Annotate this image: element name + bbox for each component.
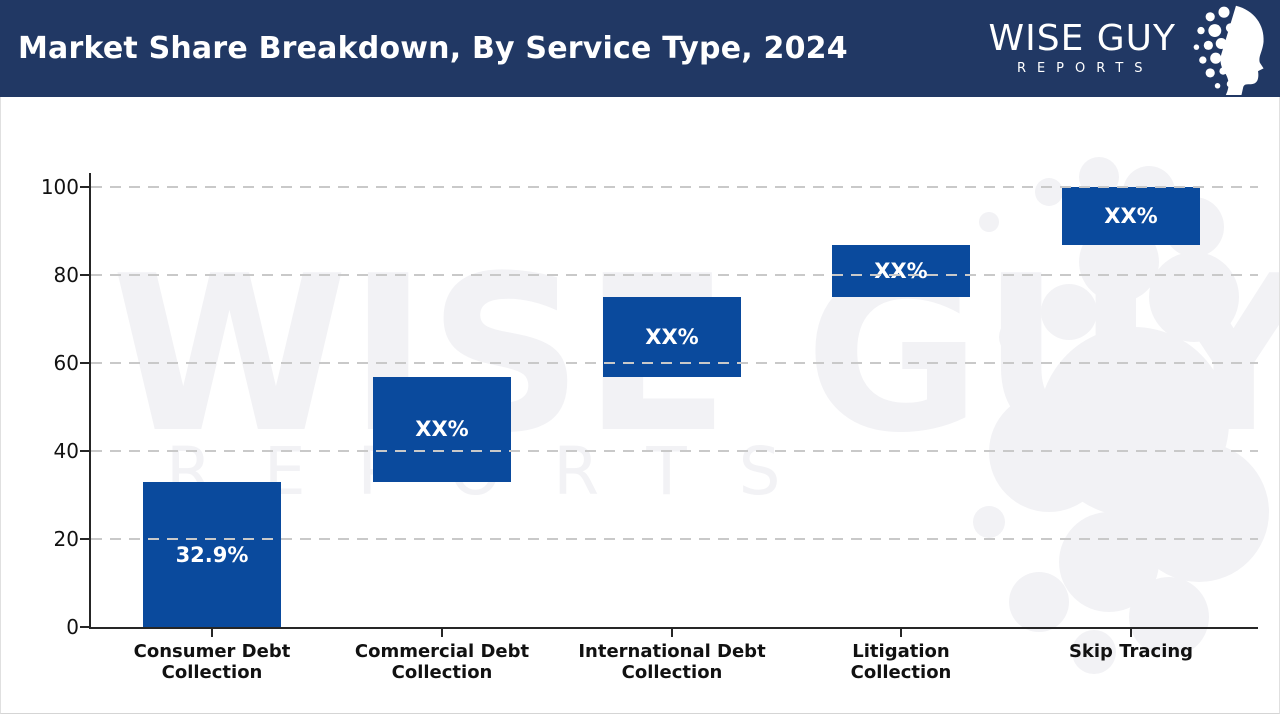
chart-title: Market Share Breakdown, By Service Type,… — [18, 31, 848, 66]
y-axis-tick-label: 0 — [66, 615, 79, 639]
bar-value-label: XX% — [1104, 204, 1158, 229]
x-axis-label-skip-tracing: Skip Tracing — [1068, 641, 1194, 662]
bar-value-label: XX% — [645, 324, 699, 349]
gridline-40 — [91, 450, 1258, 452]
y-axis-tick-label: 60 — [53, 351, 79, 375]
x-axis-tick — [671, 627, 673, 637]
x-axis-label-commercial-debt-collection: Commercial Debt Collection — [354, 641, 530, 683]
y-axis-tick — [80, 274, 89, 276]
header: Market Share Breakdown, By Service Type,… — [0, 0, 1280, 97]
x-axis-label-international-debt-collection: International Debt Collection — [578, 641, 766, 683]
y-axis-tick-label: 40 — [53, 439, 79, 463]
bar-commercial-debt-collection: XX% — [373, 376, 511, 483]
logo-subtitle-text: REPORTS — [1016, 61, 1154, 76]
x-axis-label-consumer-debt-collection: Consumer Debt Collection — [133, 641, 291, 683]
gridline-60 — [91, 362, 1258, 364]
bar-value-label: XX% — [874, 259, 928, 284]
gridline-80 — [91, 274, 1258, 276]
chart-area: WISE GUY REPORTS 02040608010032.9%Consum… — [0, 97, 1280, 714]
y-axis-tick-label: 80 — [53, 263, 79, 287]
y-axis-tick — [80, 186, 89, 188]
y-axis-tick — [80, 450, 89, 452]
bar-consumer-debt-collection: 32.9% — [143, 482, 281, 627]
logo-brand-text: WISE GUY — [988, 18, 1176, 59]
y-axis-tick — [80, 626, 89, 628]
x-axis-tick — [211, 627, 213, 637]
bar-value-label: XX% — [415, 417, 469, 442]
gridline-20 — [91, 538, 1258, 540]
y-axis-tick-label: 20 — [53, 527, 79, 551]
x-axis-label-litigation-collection: Litigation Collection — [850, 641, 952, 683]
x-axis-tick — [441, 627, 443, 637]
wise-guy-logo: WISE GUY REPORTS — [989, 3, 1267, 95]
y-axis-tick — [80, 538, 89, 540]
x-axis-tick — [900, 627, 902, 637]
bar-international-debt-collection: XX% — [603, 297, 741, 377]
x-axis-tick — [1130, 627, 1132, 637]
gridline-100 — [91, 186, 1258, 188]
y-axis-tick — [80, 362, 89, 364]
y-axis-tick-label: 100 — [40, 175, 79, 199]
bar-skip-tracing: XX% — [1062, 187, 1200, 246]
bar-litigation-collection: XX% — [832, 245, 970, 297]
plot-area: 0 20 40 60 80 100 32.9% Consumer Debt Collectio… — [41, 173, 1258, 683]
logo-face-icon — [1193, 5, 1264, 95]
bar-value-label: 32.9% — [175, 542, 249, 567]
logo-text: WISE GUY REPORTS — [988, 18, 1177, 77]
